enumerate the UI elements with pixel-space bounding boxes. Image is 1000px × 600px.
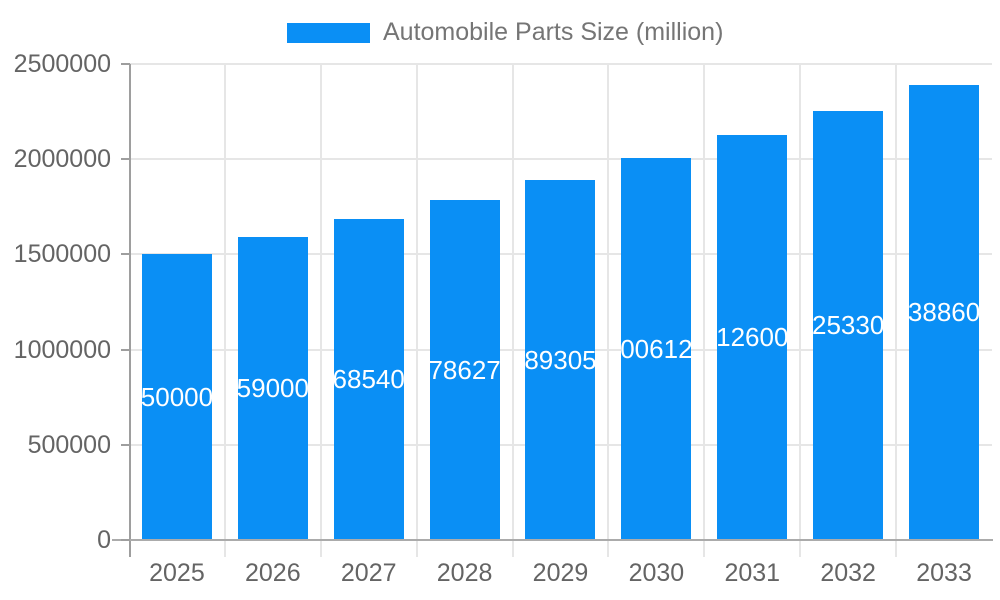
- y-axis-tick-label: 500000: [27, 430, 111, 459]
- bar-2026[interactable]: 1590000: [237, 237, 308, 540]
- category-separator: [799, 64, 802, 557]
- y-axis-tick: [121, 253, 130, 256]
- category-separator: [415, 64, 418, 557]
- bar-2025[interactable]: 1500000: [141, 254, 212, 540]
- y-axis-tick: [121, 158, 130, 161]
- y-axis-tick-label: 1000000: [13, 335, 111, 364]
- y-axis-line: [129, 64, 131, 557]
- bar-column: 2253300: [800, 64, 896, 540]
- bar-column: 2006120: [608, 64, 704, 540]
- bar-column: 1893050: [513, 64, 609, 540]
- bar-column: 1590000: [225, 64, 321, 540]
- gridline: [129, 158, 992, 161]
- bar-column: 1685400: [321, 64, 417, 540]
- bar-column: 2388600: [896, 64, 992, 540]
- y-axis-tick-label: 2500000: [13, 50, 111, 78]
- bar-2028[interactable]: 1786270: [429, 200, 500, 540]
- bar-value-label: 2253300: [813, 310, 884, 340]
- bar-value-label: 2006120: [621, 333, 692, 364]
- y-axis-tick: [121, 348, 130, 351]
- category-separator: [703, 64, 706, 557]
- y-axis-tick: [121, 443, 130, 446]
- legend-label: Automobile Parts Size (million): [383, 18, 724, 46]
- plot-area: 1500000 1590000 1685400 1786270 1893050 20061…: [129, 63, 992, 557]
- y-axis-tick: [121, 539, 130, 541]
- x-axis-tick-label: 2028: [436, 559, 493, 587]
- bar-column: 2126000: [704, 64, 800, 540]
- bar-value-label: 1893050: [525, 344, 596, 375]
- x-axis-tick-label: 2031: [724, 559, 781, 587]
- y-axis-tick-label: 0: [97, 526, 111, 554]
- bar-2033[interactable]: 2388600: [909, 85, 980, 540]
- y-axis-tick-label: 1500000: [13, 240, 111, 269]
- x-axis-tick-label: 2033: [916, 559, 972, 587]
- bar-2032[interactable]: 2253300: [813, 111, 884, 540]
- bar-value-label: 2388600: [909, 297, 980, 327]
- bar-2031[interactable]: 2126000: [717, 135, 788, 540]
- legend: Automobile Parts Size (million): [287, 18, 723, 47]
- bar-2027[interactable]: 1685400: [333, 219, 404, 540]
- bar-2029[interactable]: 1893050: [525, 180, 596, 540]
- category-separator: [223, 64, 226, 557]
- category-separator: [511, 64, 514, 557]
- bar-column: 1786270: [417, 64, 513, 540]
- category-separator: [319, 64, 322, 557]
- bar-value-label: 2126000: [717, 322, 788, 352]
- x-axis-baseline: [112, 539, 993, 541]
- category-separator: [607, 64, 610, 557]
- x-axis-tick-label: 2025: [149, 559, 205, 587]
- bar-value-label: 1590000: [237, 373, 308, 403]
- y-axis-tick-label: 2000000: [13, 145, 111, 174]
- category-separator: [895, 64, 898, 557]
- bar-value-label: 1500000: [141, 381, 212, 412]
- legend-swatch: [287, 22, 370, 43]
- y-axis-tick: [121, 63, 130, 65]
- x-axis-tick-label: 2027: [340, 559, 397, 587]
- bar-value-label: 1685400: [333, 364, 404, 394]
- gridline: [129, 63, 992, 65]
- x-axis-tick-label: 2029: [532, 559, 589, 587]
- x-axis-tick-label: 2026: [245, 559, 301, 587]
- x-axis-tick-label: 2032: [820, 559, 876, 587]
- x-axis-tick-label: 2030: [628, 559, 685, 587]
- bar-value-label: 1786270: [429, 354, 500, 385]
- bar-column: 1500000: [129, 64, 225, 540]
- bar-2030[interactable]: 2006120: [621, 158, 692, 540]
